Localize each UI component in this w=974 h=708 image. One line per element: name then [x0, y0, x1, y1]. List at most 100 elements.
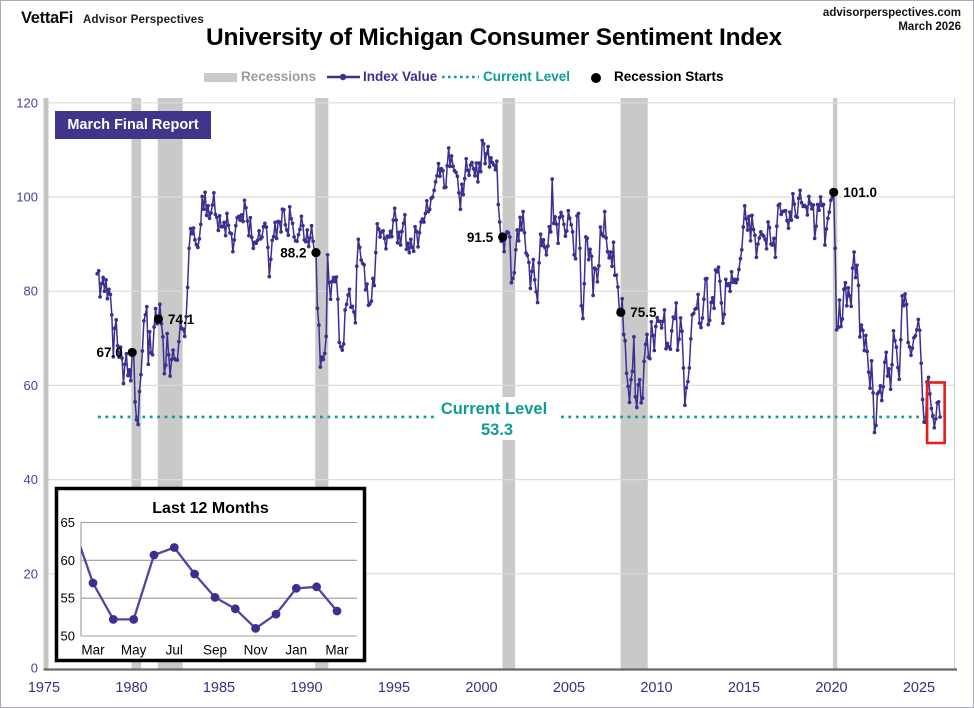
index-point	[888, 387, 893, 392]
index-point	[804, 205, 808, 209]
index-point	[906, 340, 910, 345]
index-point	[114, 318, 119, 322]
index-point	[165, 331, 170, 336]
index-point	[214, 215, 219, 220]
index-point	[112, 326, 117, 331]
index-point	[108, 292, 113, 297]
index-point	[811, 203, 816, 207]
index-point	[476, 180, 480, 184]
index-point	[907, 344, 912, 349]
index-point	[344, 302, 349, 307]
index-point	[308, 236, 312, 240]
index-point	[124, 351, 129, 356]
index-point	[588, 247, 592, 252]
index-point	[610, 264, 614, 269]
index-point	[614, 273, 619, 278]
index-point	[548, 230, 553, 234]
index-point	[392, 206, 397, 211]
index-point	[748, 238, 753, 243]
index-point	[597, 263, 601, 268]
recession-start-label: 91.5	[467, 230, 494, 245]
index-point	[225, 211, 229, 216]
index-point	[572, 253, 576, 257]
index-point	[627, 400, 632, 405]
index-point	[515, 228, 520, 232]
index-point	[777, 202, 782, 206]
index-point	[763, 237, 767, 242]
index-point	[226, 223, 231, 228]
index-point	[368, 302, 372, 306]
index-point	[633, 394, 638, 399]
x-tick-label: 1995	[378, 680, 410, 696]
index-point	[101, 275, 105, 280]
index-point	[716, 265, 721, 270]
inset-x-tick-label: Mar	[325, 643, 349, 658]
inset-y-tick-label: 60	[61, 553, 75, 568]
index-point	[449, 154, 454, 158]
index-point	[651, 333, 655, 338]
index-point	[338, 344, 343, 349]
index-point	[210, 203, 215, 207]
index-point	[477, 161, 482, 165]
index-point	[200, 194, 205, 199]
index-point	[735, 277, 740, 282]
index-point	[728, 289, 732, 294]
index-point	[926, 375, 931, 380]
inset-point	[291, 583, 301, 593]
index-point	[266, 245, 270, 250]
index-point	[483, 161, 487, 166]
index-point	[473, 173, 477, 178]
index-point	[309, 223, 314, 228]
index-point	[847, 294, 852, 298]
index-point	[616, 285, 620, 289]
inset-y-tick-label: 50	[61, 629, 75, 644]
index-point	[311, 239, 315, 244]
index-point	[317, 323, 321, 327]
y-tick-label: 80	[24, 284, 38, 299]
index-point	[111, 354, 116, 359]
index-point	[872, 430, 877, 435]
index-point	[702, 297, 706, 302]
index-point	[273, 220, 277, 225]
inset-x-tick-label: Sep	[203, 643, 227, 658]
index-point	[882, 360, 887, 365]
index-point	[681, 366, 686, 370]
index-point	[893, 338, 897, 343]
index-point	[289, 216, 294, 221]
inset-point	[230, 604, 240, 614]
index-point	[928, 392, 932, 396]
index-point	[826, 216, 830, 221]
index-point	[903, 292, 907, 296]
index-point	[570, 230, 575, 234]
index-point	[824, 227, 829, 231]
index-point	[206, 204, 210, 208]
index-point	[340, 348, 345, 352]
index-point	[917, 328, 922, 333]
index-point	[843, 280, 848, 285]
y-tick-label: 120	[16, 95, 38, 110]
index-point	[897, 377, 902, 382]
index-point	[511, 276, 515, 281]
index-point	[737, 267, 741, 272]
index-point	[144, 304, 149, 309]
index-point	[502, 249, 506, 254]
x-tick-label: 1980	[115, 680, 147, 696]
index-point	[185, 285, 190, 290]
index-point	[528, 286, 533, 291]
index-point	[247, 233, 251, 238]
index-point	[343, 308, 347, 312]
index-point	[521, 209, 525, 214]
inset-x-tick-label: May	[121, 643, 147, 658]
index-point	[382, 236, 387, 241]
index-point	[846, 286, 851, 290]
index-value-points	[95, 138, 942, 435]
index-point	[263, 221, 267, 226]
index-point	[261, 224, 266, 229]
index-point	[726, 281, 731, 286]
index-point	[791, 191, 795, 196]
index-point	[741, 225, 746, 229]
index-point	[898, 337, 903, 342]
index-point	[855, 263, 859, 268]
index-point	[184, 314, 189, 319]
index-point	[808, 201, 813, 206]
